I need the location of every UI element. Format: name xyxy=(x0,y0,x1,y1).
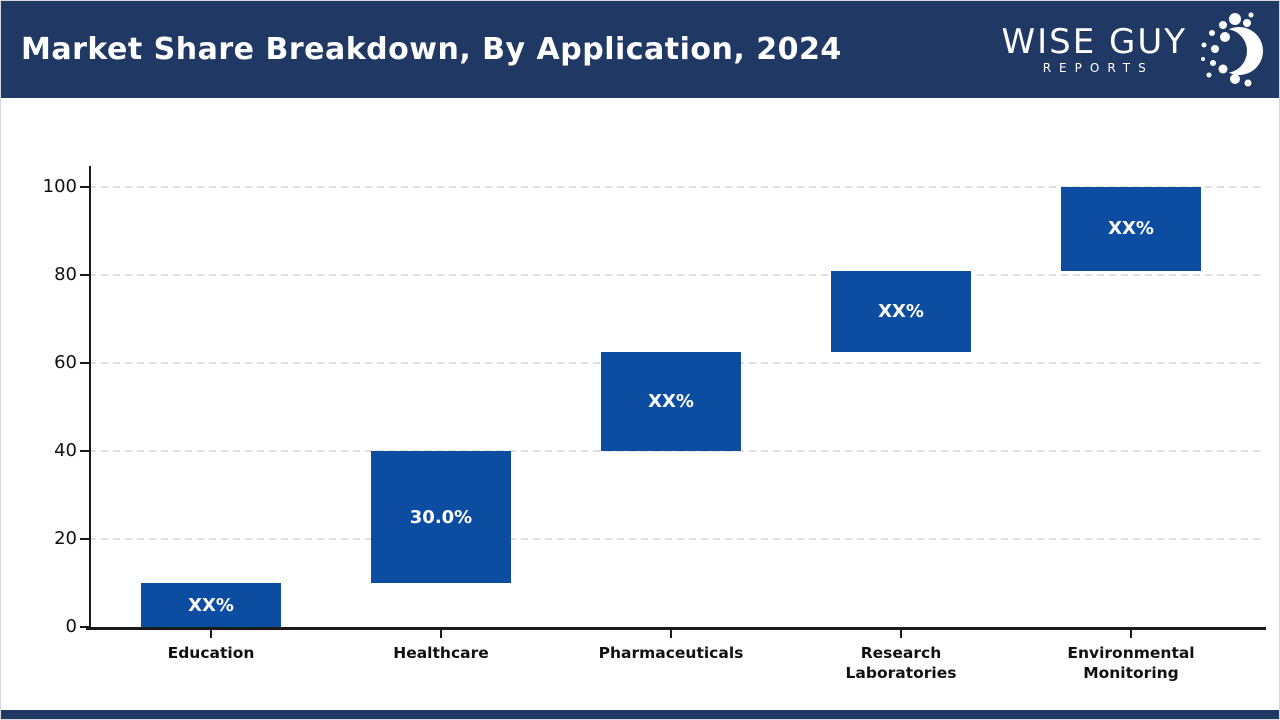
x-tick-label: Healthcare xyxy=(393,644,489,662)
bar-pharmaceuticals: XX% xyxy=(601,352,741,451)
y-tick-label: 20 xyxy=(54,528,77,549)
y-tick-mark xyxy=(80,186,89,188)
bar-value-label: XX% xyxy=(648,391,694,412)
logo-head-icon xyxy=(1201,12,1263,86)
gridline-80 xyxy=(89,274,1265,276)
x-tick-label: Pharmaceuticals xyxy=(598,644,744,662)
bar-environmental-monitoring: XX% xyxy=(1061,187,1201,271)
x-tick-mark xyxy=(900,630,902,638)
y-tick-label: 60 xyxy=(54,352,77,373)
plot-area: 0 20 40 60 80 100 XX% Education 30.0% Healthcare X… xyxy=(1,98,1279,712)
y-tick-label: 40 xyxy=(54,440,77,461)
y-tick-mark xyxy=(80,450,89,452)
x-tick-mark xyxy=(440,630,442,638)
bar-value-label: XX% xyxy=(878,300,924,322)
x-axis xyxy=(86,627,1266,630)
footer-bar xyxy=(1,710,1279,719)
gridline-100 xyxy=(89,186,1265,188)
wise-guy-logo: WISE GUY REPORTS xyxy=(1001,7,1279,93)
bar-research-laboratories: XX% xyxy=(831,270,971,352)
x-tick-mark xyxy=(210,630,212,638)
bar-value-label: XX% xyxy=(1108,218,1154,240)
y-tick-label: 80 xyxy=(54,264,77,285)
x-tick-label: Education xyxy=(167,644,255,662)
bar-value-label: XX% xyxy=(188,594,234,616)
y-tick-label: 100 xyxy=(42,176,77,197)
logo-wordmark: WISE GUY xyxy=(1001,21,1187,62)
x-tick-mark xyxy=(670,630,672,638)
y-tick-mark xyxy=(80,274,89,276)
y-tick-mark xyxy=(80,538,89,540)
gridline-20 xyxy=(89,538,1265,540)
header-bar: Market Share Breakdown, By Application, … xyxy=(1,1,1279,98)
y-tick-mark xyxy=(80,626,89,628)
x-tick-label: Environmental Monitoring xyxy=(1067,644,1195,682)
y-tick-mark xyxy=(80,362,89,364)
bar-healthcare: 30.0% xyxy=(371,451,511,583)
y-tick-label: 0 xyxy=(65,616,77,637)
logo-subtitle: REPORTS xyxy=(1042,60,1154,75)
page-title: Market Share Breakdown, By Application, … xyxy=(21,32,842,67)
gridline-40 xyxy=(89,450,1265,452)
x-tick-label: Research Laboratories xyxy=(845,644,957,682)
logo-text: WISE GUY REPORTS xyxy=(1001,25,1187,75)
y-axis xyxy=(89,166,91,629)
x-tick-mark xyxy=(1130,630,1132,638)
bar-education: XX% xyxy=(141,583,281,627)
bar-value-label: 30.0% xyxy=(409,506,473,528)
